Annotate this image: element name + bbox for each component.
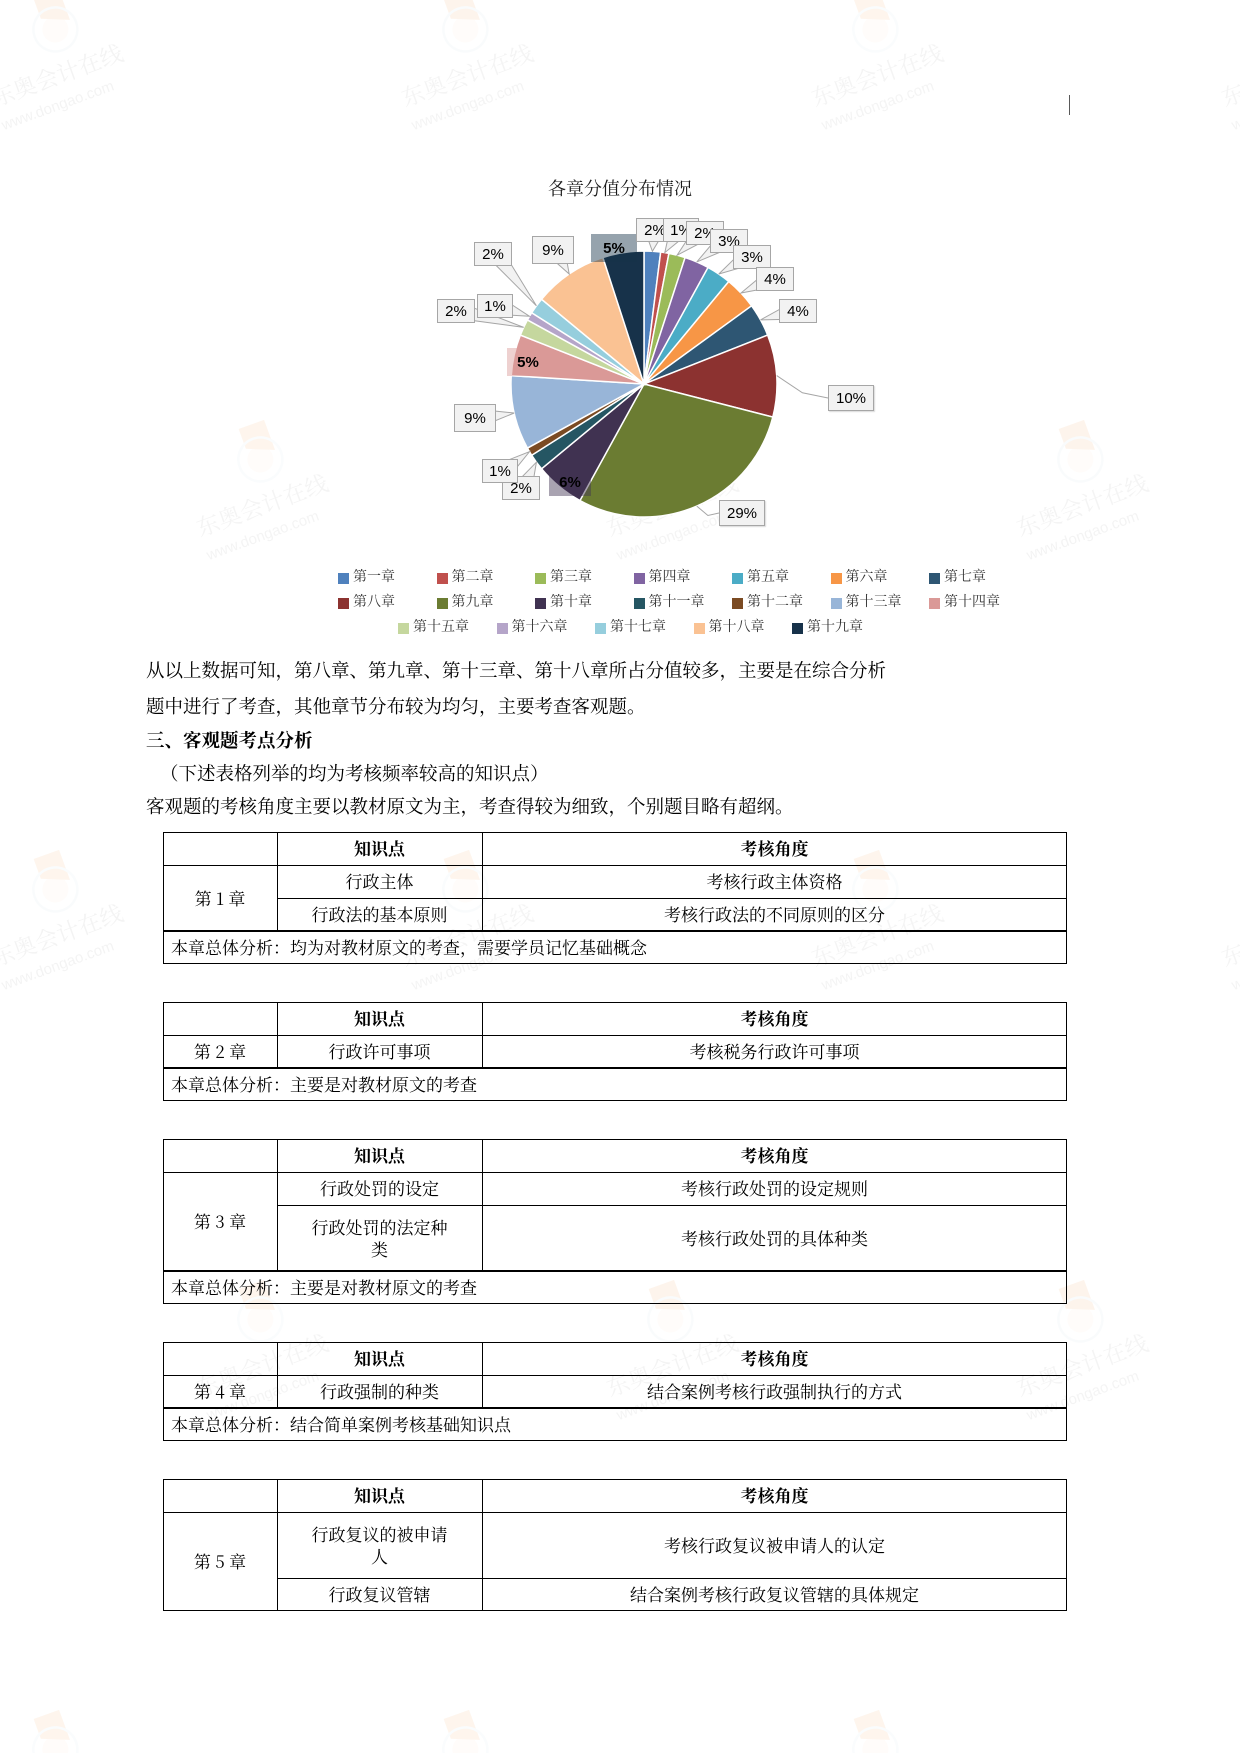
svg-text:东奥会计在线: 东奥会计在线 [1216,35,1240,113]
svg-text:www.dongao.com: www.dongao.com [1023,507,1141,564]
svg-text:www.dongao.com: www.dongao.com [203,507,321,564]
svg-text:www.dongao.com: www.dongao.com [0,937,116,994]
svg-text:www.dongao.com: www.dongao.com [613,507,731,564]
svg-text:www.dongao.com: www.dongao.com [1228,77,1240,134]
svg-text:东奥会计在线: 东奥会计在线 [0,35,127,113]
svg-text:www.dongao.com: www.dongao.com [1228,937,1240,994]
svg-text:www.dongao.com: www.dongao.com [0,77,116,134]
svg-text:东奥会计在线: 东奥会计在线 [396,35,537,113]
svg-text:东奥会计在线: 东奥会计在线 [191,465,332,543]
svg-text:东奥会计在线: 东奥会计在线 [806,35,947,113]
svg-text:东奥会计在线: 东奥会计在线 [0,895,127,973]
svg-text:www.dongao.com: www.dongao.com [818,77,936,134]
svg-text:东奥会计在线: 东奥会计在线 [1011,465,1152,543]
svg-text:www.dongao.com: www.dongao.com [408,77,526,134]
svg-text:东奥会计在线: 东奥会计在线 [1216,895,1240,973]
